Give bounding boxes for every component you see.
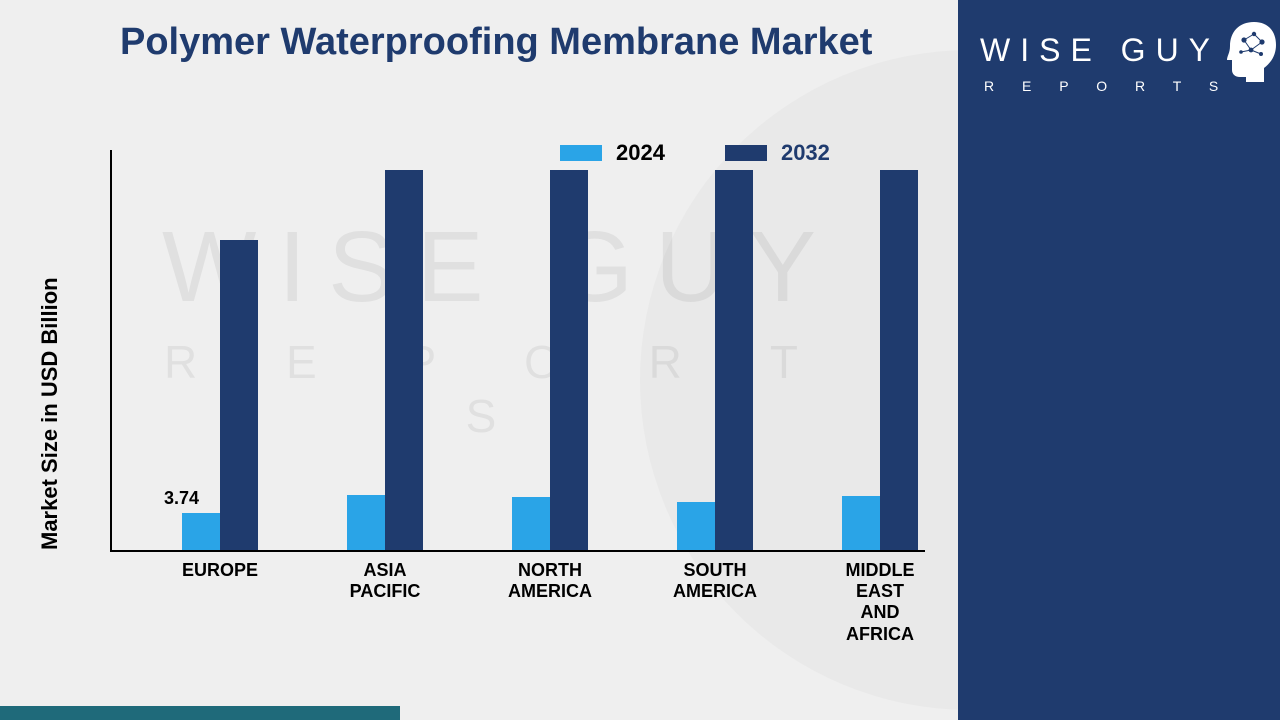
category-label: EUROPE: [140, 560, 300, 581]
bar-2032: [220, 240, 258, 550]
category-label: SOUTHAMERICA: [635, 560, 795, 602]
bar-group: NORTHAMERICA: [470, 150, 630, 550]
bar-2024: [182, 513, 220, 550]
bar-2032: [550, 170, 588, 550]
bar-2024: [347, 495, 385, 550]
category-label: NORTHAMERICA: [470, 560, 630, 602]
y-axis-label: Market Size in USD Billion: [37, 277, 63, 550]
bar-pair: [305, 150, 465, 550]
bar-group: ASIAPACIFIC: [305, 150, 465, 550]
footer-accent-bar: [0, 706, 400, 720]
page-title: Polymer Waterproofing Membrane Market: [120, 20, 880, 65]
bar-chart: Market Size in USD Billion 2024 2032 3.7…: [55, 150, 925, 580]
x-axis: [110, 550, 925, 552]
right-band: [958, 0, 1280, 720]
category-label: MIDDLEEASTANDAFRICA: [800, 560, 960, 645]
bar-pair: [635, 150, 795, 550]
bar-pair: [470, 150, 630, 550]
bar-2024: [512, 497, 550, 550]
bar-2032: [385, 170, 423, 550]
logo-line2: R E P O R T S: [980, 78, 1250, 94]
bar-group: 3.74EUROPE: [140, 150, 300, 550]
logo-line1: WISE GUY: [980, 32, 1220, 69]
bar-pair: [800, 150, 960, 550]
bar-2024: [677, 502, 715, 550]
bar-value-label: 3.74: [164, 488, 199, 509]
head-icon: [1224, 20, 1280, 80]
bar-group: MIDDLEEASTANDAFRICA: [800, 150, 960, 550]
bar-2032: [715, 170, 753, 550]
bar-group: SOUTHAMERICA: [635, 150, 795, 550]
category-label: ASIAPACIFIC: [305, 560, 465, 602]
plot-area: 3.74EUROPEASIAPACIFICNORTHAMERICASOUTHAM…: [110, 150, 925, 550]
bar-2024: [842, 496, 880, 550]
bar-2032: [880, 170, 918, 550]
brand-logo: WISE GUY R E P O: [980, 20, 1250, 94]
